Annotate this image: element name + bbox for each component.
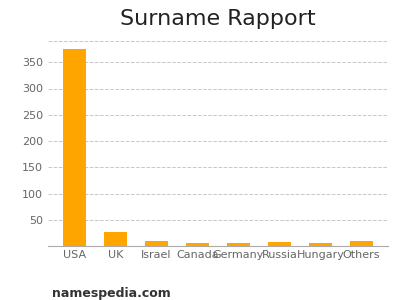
Bar: [350, 241, 372, 246]
Bar: [186, 243, 209, 246]
Bar: [268, 242, 291, 246]
Bar: [227, 243, 250, 246]
Text: namespedia.com: namespedia.com: [52, 287, 171, 300]
Bar: [64, 49, 86, 246]
Bar: [145, 241, 168, 246]
Bar: [309, 243, 332, 246]
Bar: [104, 232, 127, 246]
Title: Surname Rapport: Surname Rapport: [120, 9, 316, 29]
